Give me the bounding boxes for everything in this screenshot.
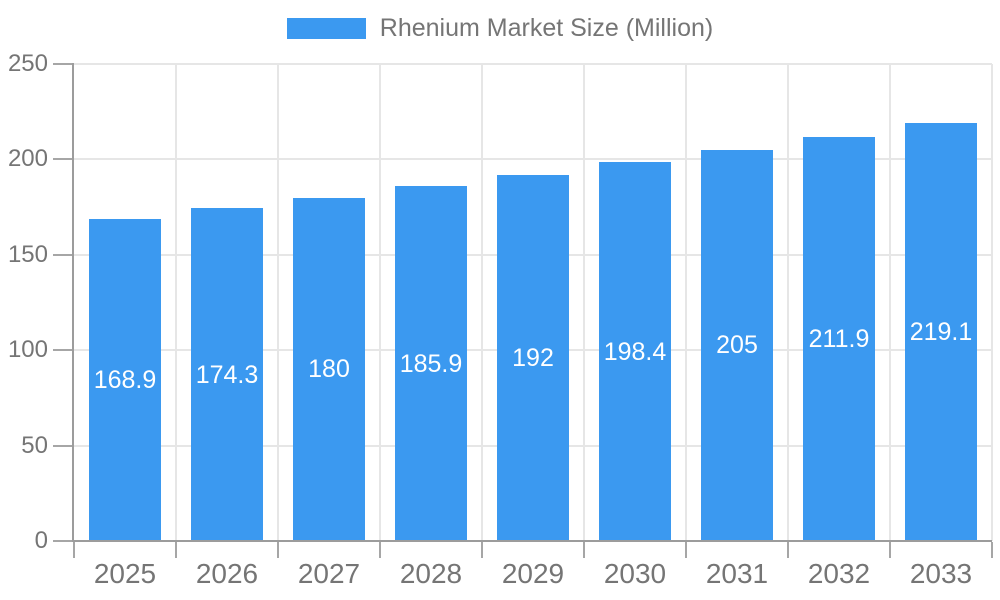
gridline-vertical xyxy=(889,64,891,541)
x-axis-tick xyxy=(787,542,789,558)
legend: Rhenium Market Size (Million) xyxy=(0,14,1000,43)
bar-2029[interactable] xyxy=(497,174,569,541)
y-axis-label: 50 xyxy=(21,431,48,459)
x-axis-label: 2029 xyxy=(501,558,565,589)
x-axis-label: 2032 xyxy=(807,558,871,589)
x-axis-line xyxy=(72,540,992,542)
bar-2025[interactable] xyxy=(89,218,161,541)
x-axis-tick xyxy=(583,542,585,558)
x-axis-tick xyxy=(379,542,381,558)
y-axis-tick xyxy=(53,540,74,542)
bar-2030[interactable] xyxy=(599,162,671,541)
y-axis-label: 0 xyxy=(34,527,48,554)
x-axis-tick xyxy=(481,542,483,558)
x-axis-label: 2033 xyxy=(909,558,973,589)
y-axis-tick xyxy=(53,444,74,447)
y-axis-line xyxy=(72,63,74,542)
bar-2028[interactable] xyxy=(395,186,467,541)
y-axis-tick xyxy=(53,349,74,352)
y-axis-label: 150 xyxy=(7,240,48,268)
gridline-vertical xyxy=(991,64,993,541)
gridline-vertical xyxy=(277,64,279,541)
x-axis-label: 2026 xyxy=(195,558,259,589)
y-axis-tick xyxy=(53,63,74,65)
x-axis-label: 2027 xyxy=(297,558,361,589)
gridline-vertical xyxy=(379,64,381,541)
x-axis-label: 2031 xyxy=(705,558,769,589)
gridline-vertical xyxy=(583,64,585,541)
gridline-vertical xyxy=(175,64,177,541)
gridline-vertical xyxy=(787,64,789,541)
bar-2031[interactable] xyxy=(701,149,773,541)
x-axis-label: 2030 xyxy=(603,558,667,589)
legend-label: Rhenium Market Size (Million) xyxy=(379,14,714,42)
gridline-vertical xyxy=(481,64,483,541)
gridline-horizontal xyxy=(74,158,992,161)
y-axis-label: 250 xyxy=(7,50,48,77)
bar-2032[interactable] xyxy=(803,136,875,541)
bar-2026[interactable] xyxy=(191,208,263,541)
y-axis-label: 200 xyxy=(7,145,48,173)
x-axis-label: 2025 xyxy=(93,558,157,589)
y-axis-label: 100 xyxy=(7,336,48,364)
x-axis-tick xyxy=(73,542,75,558)
legend-item[interactable]: Rhenium Market Size (Million) xyxy=(286,14,714,43)
x-axis-tick xyxy=(889,542,891,558)
x-axis-tick xyxy=(277,542,279,558)
bar-2027[interactable] xyxy=(293,197,365,541)
y-axis-tick xyxy=(53,158,74,161)
legend-swatch xyxy=(286,18,366,39)
x-axis-label: 2028 xyxy=(399,558,463,589)
x-axis-tick xyxy=(991,542,993,558)
y-axis-tick xyxy=(53,253,74,256)
x-axis-tick xyxy=(685,542,687,558)
gridline-horizontal xyxy=(74,63,992,65)
bar-2033[interactable] xyxy=(905,122,977,541)
x-axis-tick xyxy=(175,542,177,558)
gridline-vertical xyxy=(685,64,687,541)
